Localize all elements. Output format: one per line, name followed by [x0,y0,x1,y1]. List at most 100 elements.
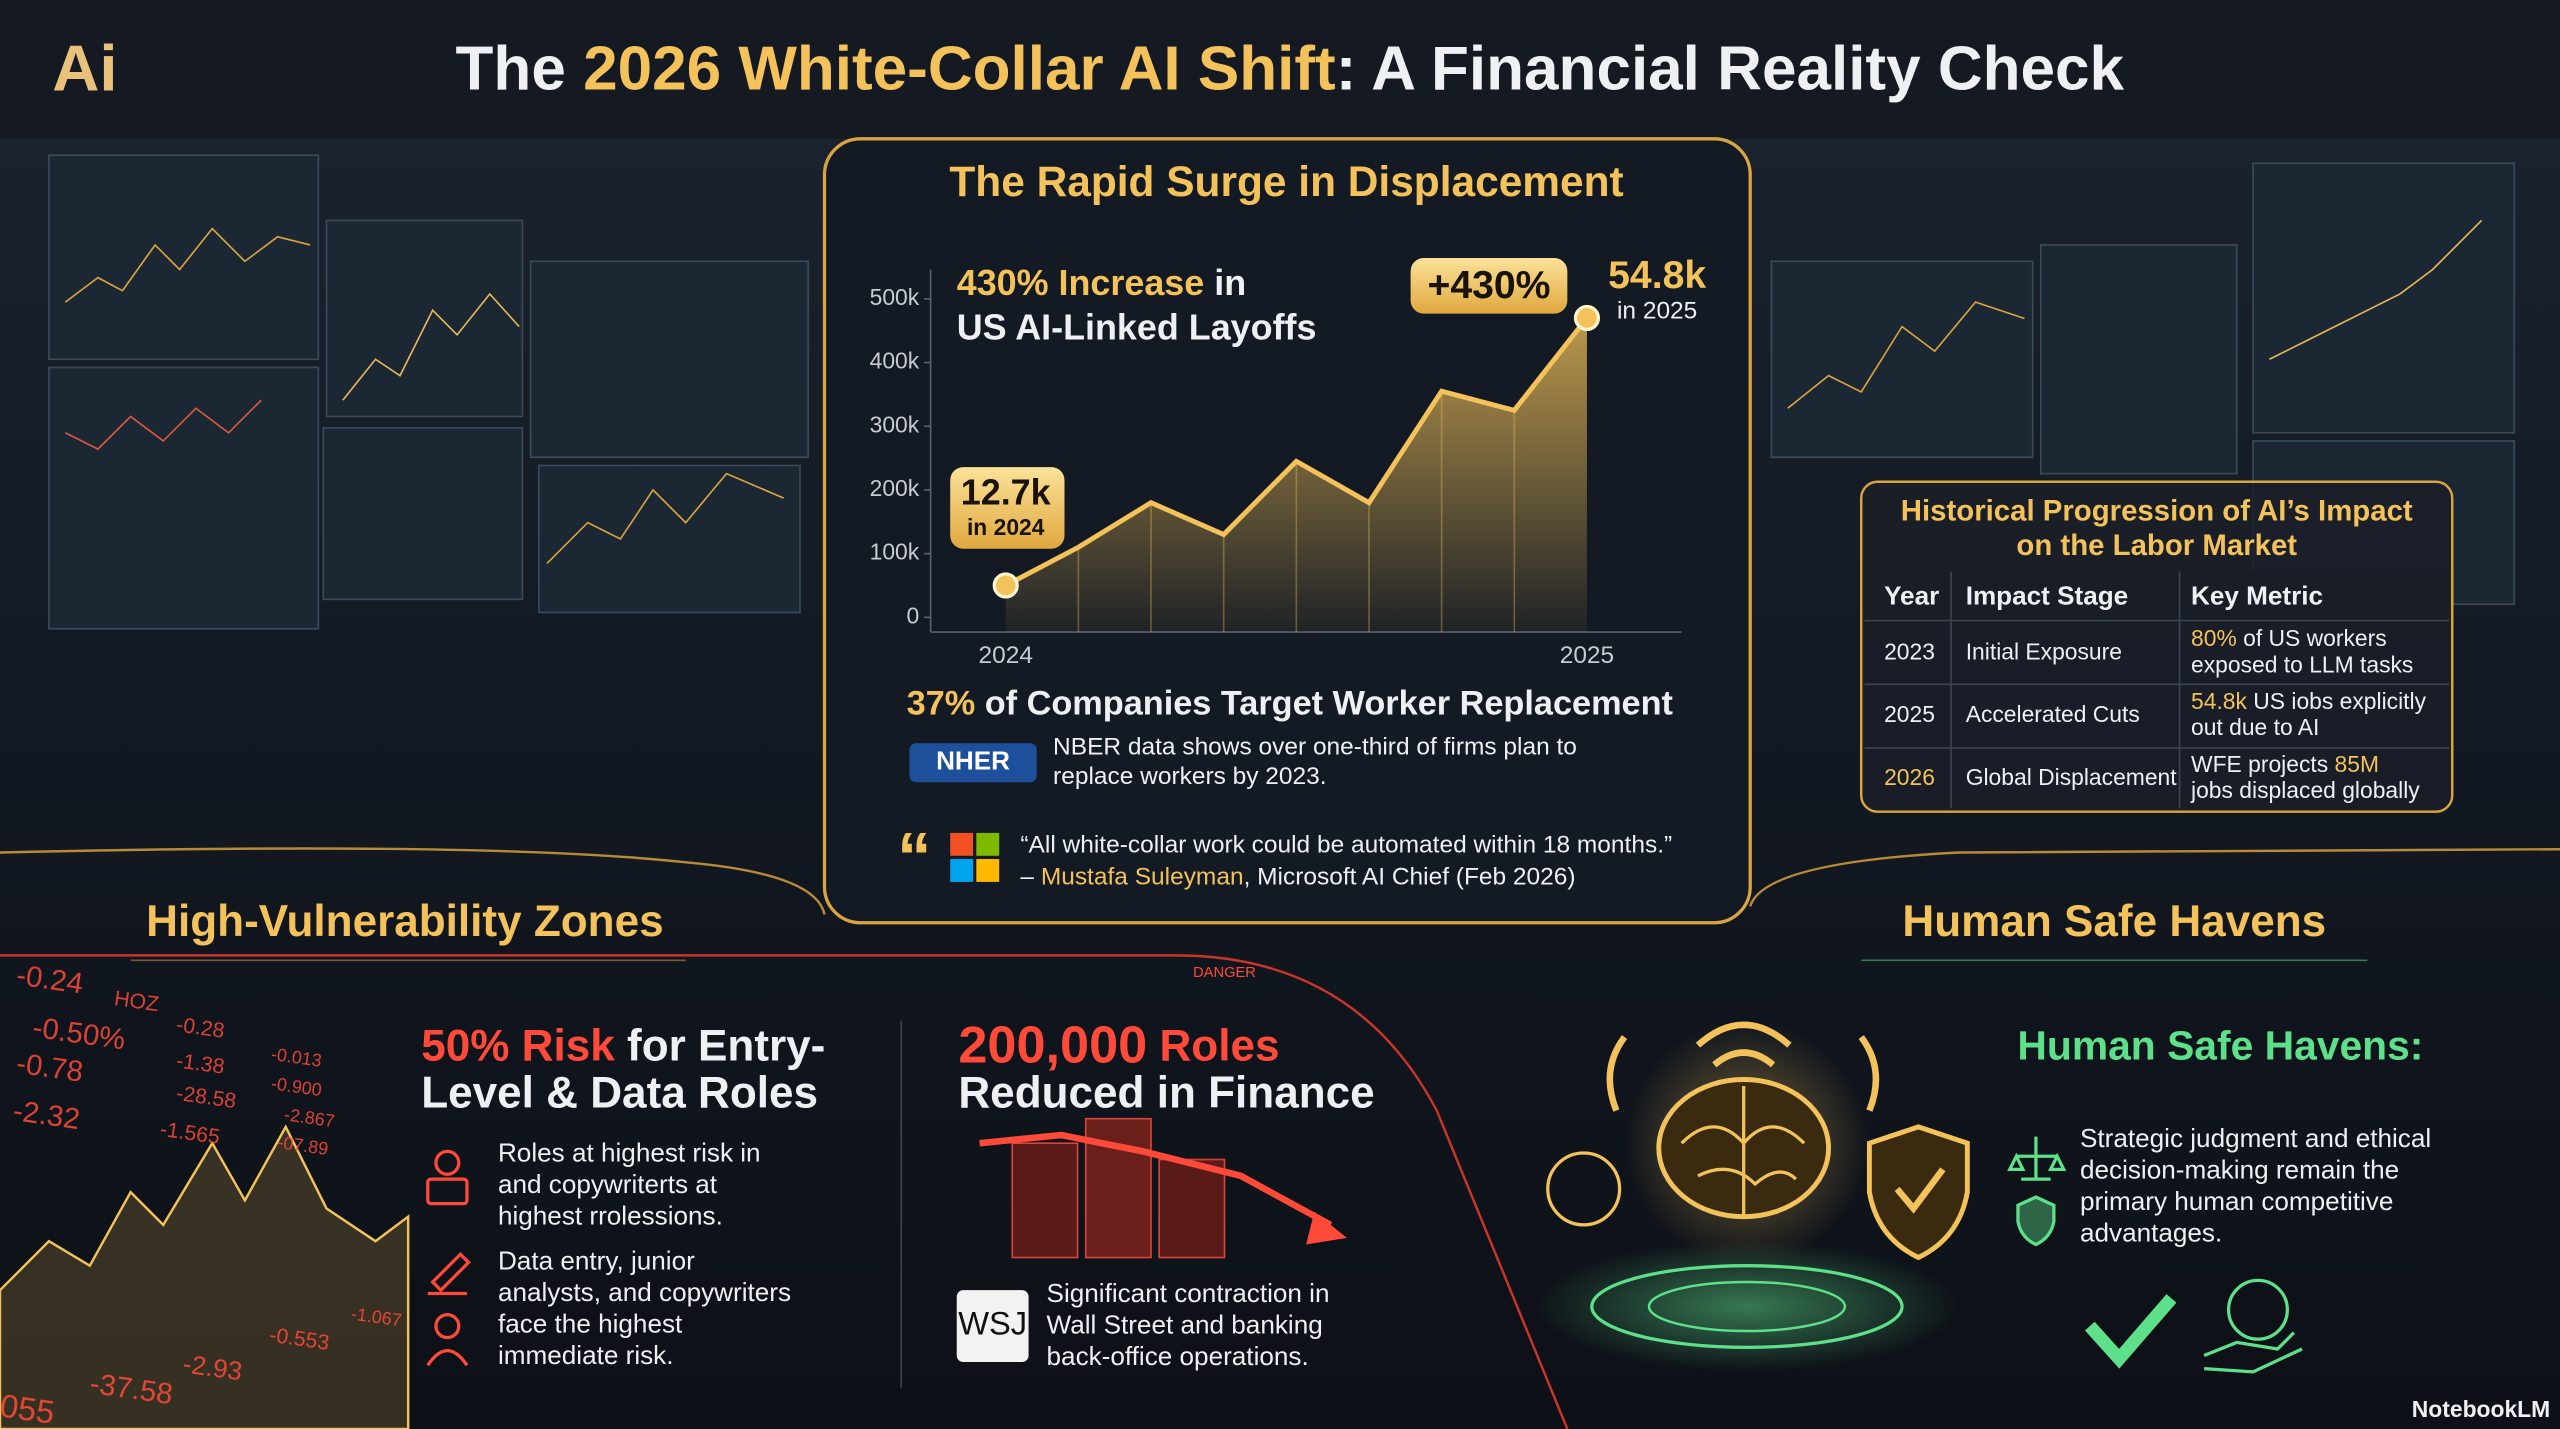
x-tick-label: 2024 [978,642,1032,669]
area [1005,317,1587,633]
table-title: Historical Progression of AI’s Impact [1901,495,2413,528]
wsj-badge [956,1290,1029,1363]
risk-headline-line2: Level & Data Roles [421,1068,818,1117]
danger-label: DANGER [1193,965,1256,981]
logo: Ai [52,32,117,105]
main-title: The 2026 White-Collar AI Shift: A Financ… [456,35,2125,104]
line [1004,316,1589,588]
finance-graphic [979,1117,1347,1259]
finance-headline: 200,000 Roles [958,1016,1279,1074]
headline-part: in [1204,262,1246,303]
table-metric-part: 54.8k [2191,688,2247,714]
havens-subtitle: Human Safe Havens: [2017,1022,2423,1068]
havens-line: advantages. [2080,1217,2222,1247]
quote-attribution-part: – [1020,864,1040,891]
stat-part: of Companies Target Worker Replacement [975,685,1673,723]
table-metric: out due to AI [2191,714,2319,740]
table-metric: jobs displaced globally [2190,777,2420,803]
table-metric-part: of US workers [2237,625,2387,651]
start-callout [950,467,1065,549]
end-label: in 2025 [1617,297,1697,324]
table-metric-part: US iobs explicitly [2247,688,2427,714]
havens-line: primary human competitive [2080,1186,2393,1216]
y-tick-label: 500k [870,284,920,310]
change-label: +430% [1427,264,1550,307]
table-metric: 54.8k US iobs explicitly [2191,688,2427,714]
start-value: 12.7k [961,471,1051,512]
point [1573,304,1600,332]
table-header: Key Metric [2191,581,2323,611]
table-metric-part: 85M [2335,751,2379,777]
table-metric-part: exposed to LLM tasks [2191,651,2413,677]
finance-headline-part: Roles [1147,1021,1279,1070]
y-tick-label: 100k [870,539,920,565]
history-table [1859,480,2454,813]
vulnerability-icons [426,1149,471,1367]
table-stage: Global Displacement [1966,764,2178,790]
havens-icons [2007,1136,2303,1374]
risk-headline: 50% Risk for Entry- [421,1021,825,1070]
finance-headline-line2: Reduced in Finance [958,1068,1374,1117]
brain-graphic [1534,1020,1970,1372]
y-tick-label: 0 [906,602,919,628]
quote-mark: “ [897,818,931,895]
badge-text: NHER [936,746,1010,776]
headline-line2: US AI-Linked Layoffs [957,306,1317,347]
stat-part: 37% [907,685,976,723]
finance-headline-part: 200,000 [958,1016,1147,1074]
wsj-text: WSJ [958,1305,1027,1342]
ticker-value: 055 [0,1387,57,1429]
header-band [0,0,2560,139]
table-metric-part: jobs displaced globally [2190,777,2420,803]
danger-divider [0,954,1569,1429]
point [992,572,1019,599]
headline: 430% Increase in [957,262,1246,303]
nber-badge [909,743,1037,783]
headline-part: 430% Increase [957,262,1205,303]
main-title-part: 2026 White-Collar AI Shift [583,35,1336,104]
havens-line: Strategic judgment and ethical [2080,1123,2431,1153]
risk-headline-part: 50% Risk [421,1021,615,1070]
table-year: 2023 [1884,638,1935,664]
main-title-part: : A Financial Reality Check [1336,35,2125,104]
start-label: in 2024 [967,514,1045,540]
x-tick-label: 2025 [1560,642,1614,669]
table-metric-part: 80% [2191,625,2237,651]
quote-attribution-part: , Microsoft AI Chief (Feb 2026) [1244,864,1576,891]
table-metric: WFE projects 85M [2191,751,2379,777]
finance-line: back-office operations. [1047,1341,1309,1371]
divider [0,847,2560,915]
table-stage: Initial Exposure [1966,638,2122,664]
stat: 37% of Companies Target Worker Replaceme… [907,685,1673,723]
risk-item: Data entry, junior [498,1245,695,1275]
y-tick-label: 300k [870,411,920,437]
risk-item: analysts, and copywriters [498,1277,791,1307]
section-title: Human Safe Havens [1902,897,2326,946]
end-value: 54.8k [1608,254,1706,297]
y-tick-label: 200k [870,475,920,501]
risk-item: Roles at highest risk in [498,1138,761,1168]
risk-item: highest rrolessions. [498,1201,723,1231]
finance-line: Wall Street and banking [1047,1310,1323,1340]
ticker-chart [0,1124,410,1429]
section-title: High-Vulnerability Zones [146,897,663,946]
table-header: Year [1884,581,1939,611]
main-title-part: The [456,35,584,104]
table-metric: exposed to LLM tasks [2191,651,2413,677]
panel-title: The Rapid Surge in Displacement [949,158,1623,205]
table-year: 2025 [1884,701,1935,727]
table-stage: Accelerated Cuts [1966,701,2140,727]
table-metric-part: WFE projects [2191,751,2335,777]
source-line: NBER data shows over one-third of firms … [1053,733,1577,760]
table-grid [1864,571,2449,809]
microsoft-logo [950,832,1000,882]
table-header: Impact Stage [1966,581,2128,611]
change-callout [1410,258,1568,314]
quote-text: “All white-collar work could be automate… [1020,831,1672,858]
quote-attribution: – Mustafa Suleyman, Microsoft AI Chief (… [1020,864,1575,891]
risk-item: immediate risk. [498,1340,674,1370]
risk-headline-part: for Entry- [615,1021,826,1070]
table-year: 2026 [1884,764,1935,790]
quote-attribution-part: Mustafa Suleyman [1041,864,1244,891]
